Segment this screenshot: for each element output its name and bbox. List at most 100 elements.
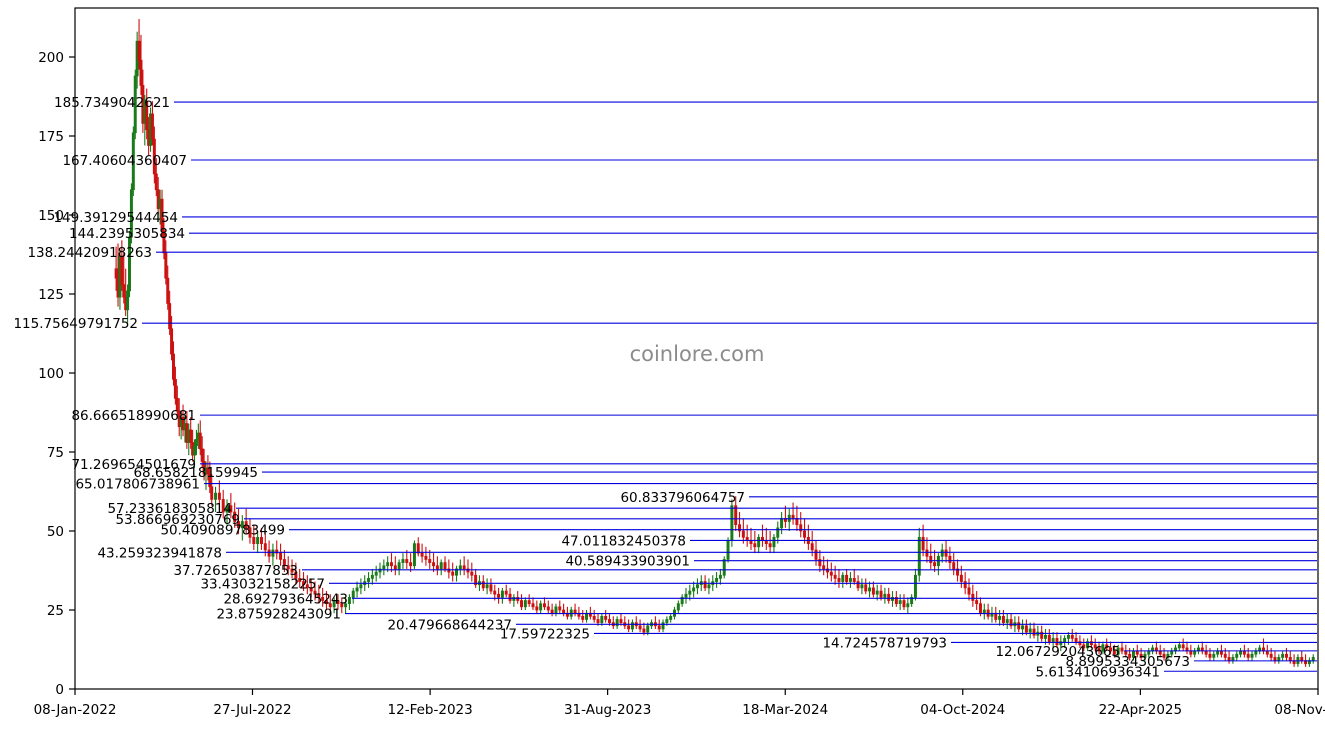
candle-body	[328, 603, 332, 608]
candle-body	[1066, 634, 1070, 639]
candle-body	[244, 521, 248, 529]
x-tick-label-4: 18-Mar-2024	[742, 702, 828, 718]
candle-body	[221, 499, 225, 513]
candle-body	[833, 574, 837, 579]
candle-body	[753, 543, 757, 548]
candle-body	[405, 559, 409, 563]
candle-body	[1128, 653, 1132, 658]
candle-body	[692, 587, 696, 592]
candle-body	[695, 584, 699, 589]
candle-body	[535, 606, 539, 611]
candle-body	[665, 619, 669, 623]
candle-body	[1284, 653, 1288, 658]
candle-body	[466, 568, 470, 573]
candle-body	[493, 590, 497, 595]
candle-body	[294, 571, 298, 579]
candle-body	[428, 559, 432, 563]
candle-body	[150, 113, 154, 140]
candle-body	[263, 543, 267, 551]
x-tick-label-1: 27-Jul-2022	[213, 702, 291, 718]
support-line-label-2: 149.39129544454	[53, 210, 178, 226]
candle-body	[520, 600, 524, 608]
candle-body	[164, 252, 168, 279]
candle-body	[963, 581, 967, 589]
candle-body	[730, 505, 734, 541]
candle-body	[1089, 641, 1093, 646]
candle-body	[1047, 634, 1051, 642]
candle-body	[166, 277, 170, 304]
candle-body	[409, 562, 413, 567]
candle-body	[757, 536, 761, 548]
candle-body	[860, 584, 864, 589]
candle-body	[883, 593, 887, 598]
candle-body	[412, 543, 416, 567]
candlestick-series	[114, 19, 1315, 667]
candle-body	[550, 609, 554, 614]
candle-body	[1204, 650, 1208, 655]
support-line-label-22: 40.589433903901	[565, 554, 690, 570]
candle-body	[340, 603, 344, 608]
support-line-label-17: 23.875928243091	[216, 607, 341, 623]
candle-body	[1189, 650, 1193, 655]
candle-body	[1021, 625, 1025, 630]
candle-body	[967, 587, 971, 595]
candle-body	[539, 603, 543, 611]
candle-body	[657, 625, 661, 630]
candle-body	[1250, 653, 1254, 658]
candle-body	[193, 445, 197, 456]
candle-body	[152, 138, 156, 175]
candle-body	[1078, 641, 1082, 646]
support-line-label-20: 60.833796064757	[620, 490, 745, 506]
candle-body	[367, 578, 371, 582]
candle-body	[581, 615, 585, 620]
candle-body	[1254, 650, 1258, 655]
candle-body	[462, 565, 466, 570]
candle-body	[210, 486, 214, 500]
candle-body	[516, 597, 520, 601]
candle-body	[592, 615, 596, 620]
candle-body	[512, 597, 516, 601]
candle-body	[351, 590, 355, 598]
candle-body	[424, 555, 428, 560]
candle-body	[378, 568, 382, 573]
candle-body	[638, 625, 642, 630]
candle-body	[1235, 653, 1239, 658]
candle-body	[309, 587, 313, 592]
candle-body	[703, 581, 707, 589]
watermark-text: coinlore.com	[630, 342, 765, 366]
candle-body	[133, 75, 137, 134]
candle-body	[615, 619, 619, 627]
candle-body	[975, 600, 979, 605]
candle-body	[302, 581, 306, 586]
support-line-label-11: 53.866969230769	[115, 512, 240, 528]
candle-body	[707, 584, 711, 589]
support-line-label-13: 43.259323941878	[97, 545, 222, 561]
candle-body	[455, 568, 458, 576]
candle-body	[1281, 653, 1285, 658]
candle-body	[1101, 644, 1105, 652]
candle-body	[768, 543, 772, 548]
candle-body	[275, 549, 279, 554]
candle-body	[1246, 653, 1250, 658]
candle-body	[1162, 653, 1166, 658]
candle-body	[852, 578, 856, 582]
candle-body	[917, 536, 921, 576]
candle-body	[726, 540, 730, 560]
candle-body	[420, 552, 424, 557]
candle-body	[145, 100, 149, 131]
candle-body	[390, 562, 393, 567]
candle-body	[1074, 638, 1078, 642]
candle-body	[688, 590, 692, 595]
candle-body	[504, 590, 508, 595]
candle-body	[374, 571, 378, 576]
candle-body	[929, 555, 933, 563]
candle-body	[772, 536, 776, 548]
x-tick-label-2: 12-Feb-2023	[388, 702, 473, 718]
candle-body	[1311, 657, 1315, 661]
candle-body	[940, 549, 944, 557]
support-line-label-26: 5.6134106936341	[1035, 664, 1160, 680]
candle-body	[933, 562, 937, 567]
candle-body	[439, 562, 443, 570]
candle-body	[162, 230, 166, 254]
